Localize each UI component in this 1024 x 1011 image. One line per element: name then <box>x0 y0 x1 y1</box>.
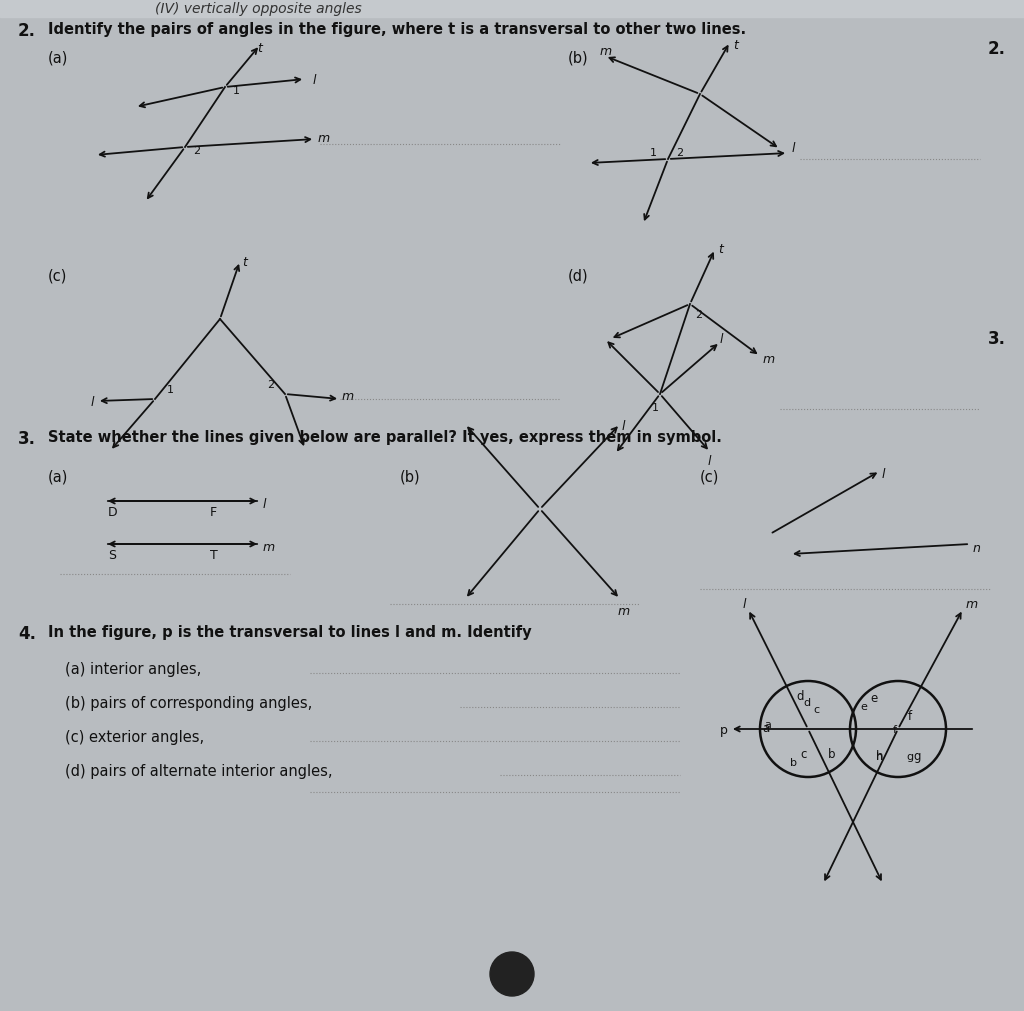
Text: n: n <box>973 542 981 554</box>
Circle shape <box>490 952 534 996</box>
Text: d: d <box>796 690 804 703</box>
Text: 2: 2 <box>193 146 200 156</box>
Text: 2: 2 <box>267 379 274 389</box>
Text: (c): (c) <box>700 469 720 484</box>
Text: (a): (a) <box>48 469 69 484</box>
Text: t: t <box>257 42 262 55</box>
Text: Identify the pairs of angles in the figure, where t is a transversal to other tw: Identify the pairs of angles in the figu… <box>48 22 746 37</box>
Bar <box>0 0 1024 18</box>
Text: (c): (c) <box>48 268 68 283</box>
Text: m: m <box>318 131 330 145</box>
Text: l: l <box>708 455 712 467</box>
Text: In the figure, p is the transversal to lines l and m. Identify: In the figure, p is the transversal to l… <box>48 625 531 639</box>
Text: l: l <box>743 598 746 611</box>
Text: h: h <box>876 749 884 762</box>
Text: t: t <box>733 39 738 52</box>
Text: l: l <box>263 497 266 511</box>
Text: l: l <box>882 467 886 480</box>
Text: a: a <box>764 719 771 729</box>
Text: e: e <box>860 702 867 712</box>
Text: 1: 1 <box>652 402 659 412</box>
Text: l: l <box>792 142 796 155</box>
Text: 3.: 3. <box>988 330 1006 348</box>
Text: m: m <box>763 353 775 366</box>
Text: S: S <box>108 548 116 561</box>
Text: g: g <box>906 751 913 761</box>
Text: m: m <box>618 605 630 618</box>
Text: l: l <box>91 395 94 408</box>
Text: m: m <box>600 44 612 58</box>
Text: l: l <box>720 333 724 346</box>
Text: (IV) vertically opposite angles: (IV) vertically opposite angles <box>155 2 361 16</box>
Text: t: t <box>718 243 723 256</box>
Text: m: m <box>263 541 275 553</box>
Text: a: a <box>762 721 769 734</box>
Text: 1: 1 <box>650 148 657 158</box>
Text: b: b <box>790 757 797 767</box>
Text: b: b <box>828 747 836 760</box>
Text: c: c <box>800 747 806 760</box>
Text: t: t <box>242 256 247 269</box>
Text: l: l <box>622 420 626 433</box>
Text: 2.: 2. <box>988 40 1006 58</box>
Text: 3.: 3. <box>18 430 36 448</box>
Text: 2.: 2. <box>18 22 36 40</box>
Text: 1: 1 <box>167 384 174 394</box>
Text: (b): (b) <box>400 469 421 484</box>
Text: 2: 2 <box>695 309 702 319</box>
Text: (b): (b) <box>568 50 589 65</box>
Text: (c) exterior angles,: (c) exterior angles, <box>65 729 204 744</box>
Text: l: l <box>313 74 316 87</box>
Text: h: h <box>876 751 883 761</box>
Text: g: g <box>913 749 921 762</box>
Text: 2: 2 <box>676 148 683 158</box>
Text: f: f <box>893 724 897 734</box>
Text: F: F <box>210 506 217 519</box>
Text: (d) pairs of alternate interior angles,: (d) pairs of alternate interior angles, <box>65 763 333 778</box>
Text: 42: 42 <box>502 968 522 981</box>
Text: T: T <box>210 548 218 561</box>
Text: d: d <box>803 698 810 708</box>
Text: m: m <box>342 389 354 402</box>
Text: c: c <box>813 705 819 715</box>
Text: f: f <box>908 710 912 722</box>
Text: D: D <box>108 506 118 519</box>
Text: (d): (d) <box>568 268 589 283</box>
Text: (a) interior angles,: (a) interior angles, <box>65 661 202 676</box>
Text: State whether the lines given below are parallel? It yes, express them in symbol: State whether the lines given below are … <box>48 430 722 445</box>
Text: p: p <box>720 723 728 736</box>
Text: (a): (a) <box>48 50 69 65</box>
Text: 1: 1 <box>233 86 240 96</box>
Text: 4.: 4. <box>18 625 36 642</box>
Text: (b) pairs of corresponding angles,: (b) pairs of corresponding angles, <box>65 696 312 711</box>
Text: m: m <box>966 598 978 611</box>
Text: e: e <box>870 692 878 705</box>
